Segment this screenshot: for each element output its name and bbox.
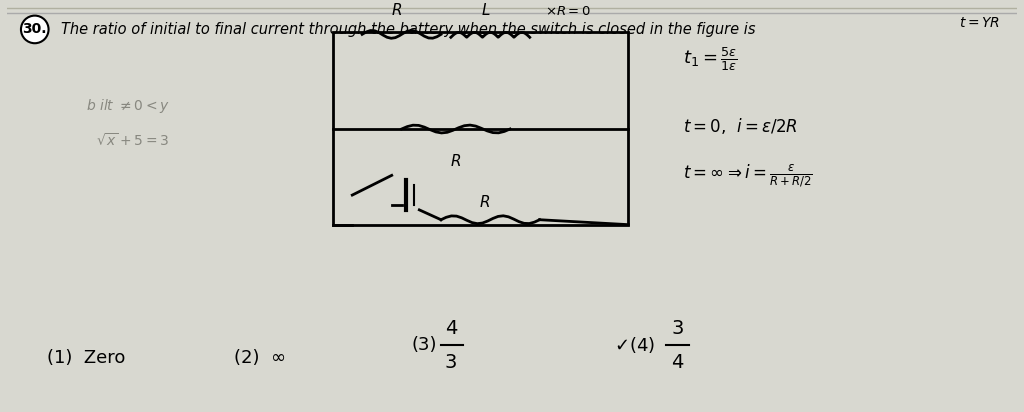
Bar <box>333 33 629 225</box>
Text: (3): (3) <box>412 336 437 354</box>
Text: $t = \infty \Rightarrow i = \frac{\varepsilon}{R+R/2}$: $t = \infty \Rightarrow i = \frac{\varep… <box>683 162 812 189</box>
Text: $b$ ilt $\neq 0 < y$: $b$ ilt $\neq 0 < y$ <box>86 97 170 115</box>
Text: $t_1 = \frac{5\varepsilon}{1\varepsilon}$: $t_1 = \frac{5\varepsilon}{1\varepsilon}… <box>683 45 737 73</box>
Text: 3: 3 <box>444 353 457 372</box>
Text: R: R <box>391 2 402 18</box>
Text: $\checkmark$(4): $\checkmark$(4) <box>613 335 654 355</box>
Text: L: L <box>481 2 489 18</box>
Text: $\times R=0$: $\times R=0$ <box>545 5 591 18</box>
Text: R: R <box>480 195 490 210</box>
Text: $t = 0$,  $i = \varepsilon/2R$: $t = 0$, $i = \varepsilon/2R$ <box>683 116 798 136</box>
Text: 4: 4 <box>444 319 457 338</box>
Text: $\sqrt{x} + 5 = 3$: $\sqrt{x} + 5 = 3$ <box>96 132 169 149</box>
Text: 3: 3 <box>672 319 684 338</box>
Text: The ratio of initial to final current through the battery when the switch is clo: The ratio of initial to final current th… <box>61 22 756 37</box>
Circle shape <box>20 16 48 43</box>
Text: (2)  ∞: (2) ∞ <box>233 349 286 367</box>
Text: 30.: 30. <box>23 22 47 36</box>
Text: $t = YR$: $t = YR$ <box>958 16 1000 30</box>
Text: (1)  Zero: (1) Zero <box>47 349 125 367</box>
Text: 4: 4 <box>672 353 684 372</box>
Text: R: R <box>451 154 461 169</box>
